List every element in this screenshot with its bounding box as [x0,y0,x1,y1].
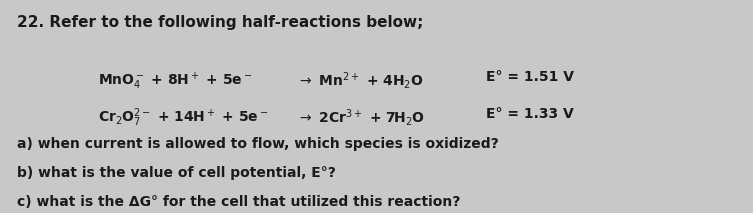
Text: Cr$_2$O$_7^{2-}$ + 14H$^+$ + 5e$^-$: Cr$_2$O$_7^{2-}$ + 14H$^+$ + 5e$^-$ [98,106,268,129]
Text: MnO$_4^-$ + 8H$^+$ + 5e$^-$: MnO$_4^-$ + 8H$^+$ + 5e$^-$ [98,70,252,92]
Text: a) when current is allowed to flow, which species is oxidized?: a) when current is allowed to flow, whic… [17,137,498,151]
Text: b) what is the value of cell potential, E°?: b) what is the value of cell potential, … [17,166,335,180]
Text: $\rightarrow$ Mn$^{2+}$ + 4H$_2$O: $\rightarrow$ Mn$^{2+}$ + 4H$_2$O [297,70,424,91]
Text: $\rightarrow$ 2Cr$^{3+}$ + 7H$_2$O: $\rightarrow$ 2Cr$^{3+}$ + 7H$_2$O [297,106,425,128]
Text: 22. Refer to the following half-reactions below;: 22. Refer to the following half-reaction… [17,15,423,30]
Text: E° = 1.33 V: E° = 1.33 V [486,106,574,121]
Text: E° = 1.51 V: E° = 1.51 V [486,70,574,84]
Text: c) what is the ΔG° for the cell that utilized this reaction?: c) what is the ΔG° for the cell that uti… [17,195,460,209]
